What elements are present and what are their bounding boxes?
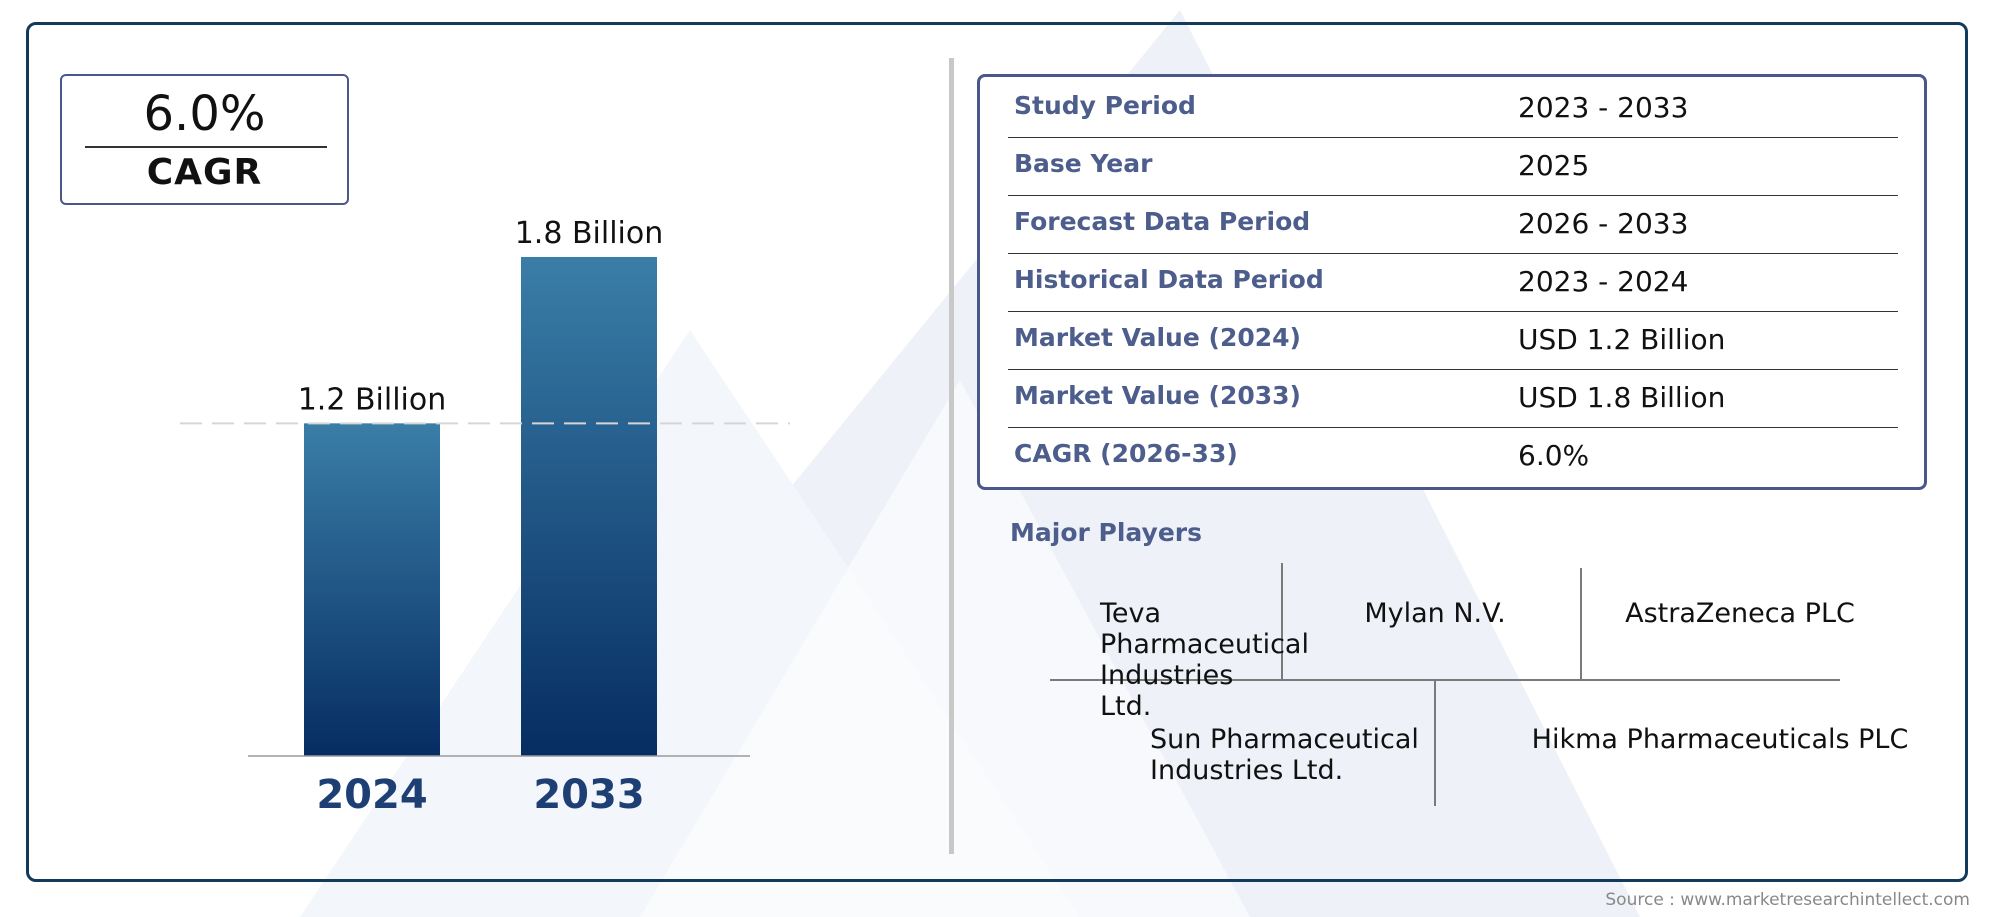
- info-label: Base Year: [1014, 149, 1153, 178]
- players-divider-horizontal: [1050, 679, 1840, 681]
- cagr-badge-value: 6.0%: [143, 86, 266, 142]
- info-row-base-year: Base Year 2025: [1008, 137, 1898, 196]
- info-value: 2023 - 2033: [1518, 91, 1689, 124]
- info-label: Study Period: [1014, 91, 1196, 120]
- cagr-badge-label: CAGR: [146, 152, 263, 193]
- bar-2024: [304, 423, 440, 756]
- info-row-study-period: Study Period 2023 - 2033: [1008, 79, 1898, 138]
- info-value: 2025: [1518, 149, 1590, 182]
- info-label: Market Value (2033): [1014, 381, 1301, 410]
- market-size-bar-chart: 1.2 Billion 2024 1.8 Billion 2033: [180, 216, 790, 818]
- players-divider-vertical: [1580, 568, 1582, 679]
- source-note: Source : www.marketresearchintellect.com: [1605, 890, 1970, 910]
- player-sun-pharma: Sun Pharmaceutical Industries Ltd.: [1150, 724, 1419, 786]
- info-value: 2023 - 2024: [1518, 265, 1689, 298]
- info-row-market-value-2033: Market Value (2033) USD 1.8 Billion: [1008, 369, 1898, 428]
- bar-value-label: 1.8 Billion: [515, 216, 664, 251]
- info-label: Forecast Data Period: [1014, 207, 1311, 236]
- info-row-cagr: CAGR (2026-33) 6.0%: [1008, 427, 1898, 485]
- bar-value-label: 1.2 Billion: [298, 382, 447, 417]
- info-row-historical-period: Historical Data Period 2023 - 2024: [1008, 253, 1898, 312]
- infographic-frame: [26, 22, 1968, 882]
- cagr-badge: 6.0% CAGR: [60, 74, 349, 205]
- info-row-forecast-period: Forecast Data Period 2026 - 2033: [1008, 195, 1898, 254]
- info-label: Market Value (2024): [1014, 323, 1301, 352]
- info-value: USD 1.2 Billion: [1518, 323, 1726, 356]
- player-teva: Teva Pharmaceutical Industries Ltd.: [1100, 598, 1309, 722]
- category-label: 2033: [533, 772, 644, 818]
- player-astrazeneca: AstraZeneca PLC: [1625, 598, 1855, 629]
- report-info-table: Study Period 2023 - 2033 Base Year 2025 …: [977, 74, 1927, 490]
- category-label: 2024: [316, 772, 427, 818]
- info-row-market-value-2024: Market Value (2024) USD 1.2 Billion: [1008, 311, 1898, 370]
- info-value: 2026 - 2033: [1518, 207, 1689, 240]
- major-players-heading: Major Players: [1010, 518, 1202, 547]
- players-divider-vertical: [1281, 563, 1283, 679]
- info-label: CAGR (2026-33): [1014, 439, 1238, 468]
- info-value: USD 1.8 Billion: [1518, 381, 1726, 414]
- cagr-badge-divider: [85, 146, 327, 148]
- info-label: Historical Data Period: [1014, 265, 1324, 294]
- player-mylan: Mylan N.V.: [1364, 598, 1506, 629]
- player-hikma: Hikma Pharmaceuticals PLC: [1531, 724, 1909, 755]
- bar-2033: [521, 257, 657, 756]
- players-divider-vertical: [1434, 681, 1436, 806]
- panel-divider: [949, 58, 954, 854]
- info-value: 6.0%: [1518, 439, 1590, 472]
